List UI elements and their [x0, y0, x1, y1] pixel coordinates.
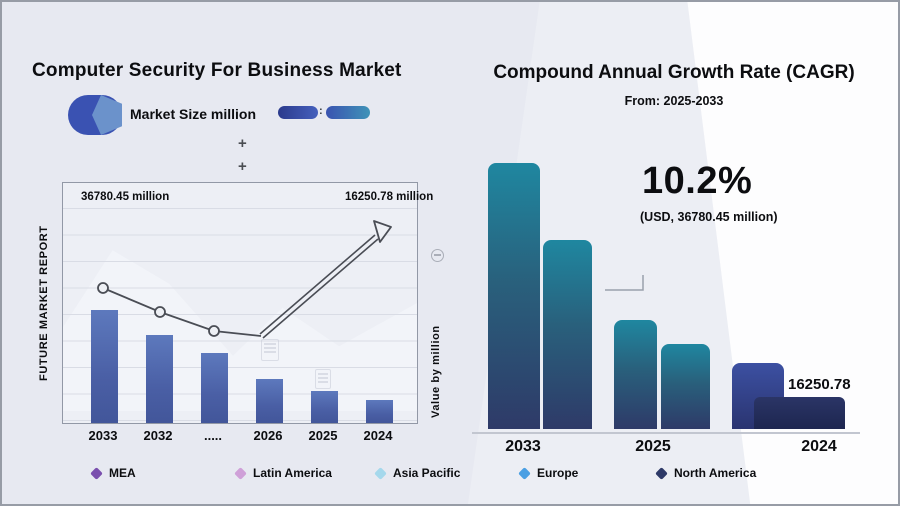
x-tick-label: 2024	[801, 438, 837, 455]
x-tick-label: 2024	[363, 428, 393, 443]
trend-line-arrow	[97, 220, 392, 339]
cagr-value: 10.2%	[642, 160, 753, 202]
market-bar-2025	[311, 391, 338, 423]
market-size-label: Market Size million	[130, 106, 257, 122]
brand-watermark: FUTURE MARKET REPORT	[38, 225, 50, 381]
market-bar-2032	[146, 334, 173, 423]
clipboard-ghost-icon	[315, 369, 331, 389]
cagr-bar-2025-secondary	[661, 343, 710, 429]
x-tick-label: 2025	[635, 438, 671, 455]
market-bar-2024	[366, 400, 393, 423]
page-title: Computer Security For Business Market	[32, 60, 402, 81]
market-bar-.....	[201, 352, 228, 423]
step-line-decoration	[605, 275, 644, 291]
legend-diamond-icon	[518, 466, 531, 480]
cagr-axis-baseline	[472, 432, 860, 434]
minus-circle-icon	[431, 249, 444, 262]
market-size-chart: 36780.45 million 16250.78 million	[62, 182, 433, 424]
plus-mark-icon: +	[238, 135, 247, 152]
legend-item-latin-america: Latin America	[234, 466, 332, 480]
legend-item-north-america: North America	[655, 466, 757, 480]
plus-mark-icon: +	[238, 158, 247, 175]
legend-item-mea: MEA	[90, 466, 136, 480]
annotation-right: 16250.78 million	[345, 191, 434, 203]
legend-label: Europe	[537, 466, 579, 480]
legend-diamond-icon	[655, 466, 668, 480]
x-tick-label: 2026	[253, 428, 283, 443]
annotation-left: 36780.45 million	[81, 191, 170, 203]
x-tick-label: .....	[203, 428, 223, 443]
legend-diamond-icon	[374, 466, 387, 480]
legend-label: Latin America	[253, 466, 332, 480]
cagr-bar-2033-secondary	[543, 240, 592, 429]
market-bar-2033	[91, 310, 118, 423]
cagr-subtitle: From: 2025-2033	[624, 94, 724, 108]
legend-label: North America	[674, 466, 757, 480]
legend-label: Asia Pacific	[393, 466, 461, 480]
legend-item-asia-pacific: Asia Pacific	[374, 466, 461, 480]
cagr-bar-2033-primary	[488, 163, 540, 429]
x-tick-label: 2032	[143, 428, 173, 443]
cagr-bar-2025-primary	[614, 319, 657, 429]
legend-diamond-icon	[234, 466, 247, 480]
cagr-bar-2024-secondary	[754, 397, 845, 429]
cagr-title: Compound Annual Growth Rate (CAGR)	[493, 62, 855, 83]
x-tick-label: 2033	[88, 428, 118, 443]
clipboard-ghost-icon	[261, 339, 279, 361]
value-axis-label: Value by million	[430, 325, 442, 418]
cagr-detail: (USD, 36780.45 million)	[640, 210, 778, 224]
ratio-pill-right	[326, 106, 370, 119]
ratio-pill-left	[278, 106, 318, 119]
legend-diamond-icon	[90, 466, 103, 480]
ratio-colon: :	[319, 105, 323, 117]
market-bar-2026	[256, 378, 283, 423]
x-tick-label: 2025	[308, 428, 338, 443]
legend-label: MEA	[109, 466, 136, 480]
chart-gridlines	[63, 208, 417, 423]
data-label-2024: 16250.78	[788, 376, 851, 393]
legend-item-europe: Europe	[518, 466, 579, 480]
x-tick-label: 2033	[505, 438, 541, 455]
region-legend: MEA Latin America Asia Pacific Europe North …	[2, 466, 898, 486]
market-size-icon	[68, 95, 122, 135]
